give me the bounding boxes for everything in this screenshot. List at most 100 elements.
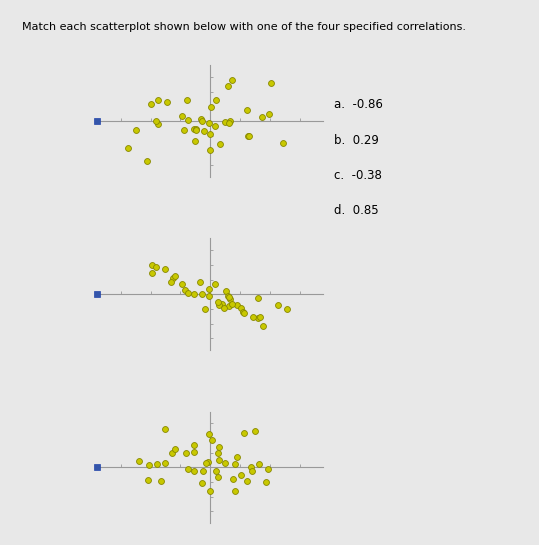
Point [192, 125, 201, 134]
Point [190, 447, 198, 456]
Point [215, 443, 224, 452]
Point [215, 456, 223, 464]
Point [240, 309, 248, 318]
Text: b.  0.29: b. 0.29 [334, 134, 379, 147]
Point [258, 113, 267, 122]
Point [197, 117, 206, 125]
Point [189, 441, 198, 450]
Point [197, 289, 206, 298]
Text: c.  -0.38: c. -0.38 [334, 169, 382, 182]
Point [152, 263, 161, 271]
Point [204, 119, 213, 128]
Point [208, 436, 217, 445]
Point [226, 116, 234, 125]
Point [244, 132, 252, 141]
Point [170, 444, 179, 453]
Point [202, 459, 211, 468]
Point [210, 280, 219, 288]
Point [255, 460, 264, 469]
Point [274, 300, 282, 309]
Point [254, 294, 263, 302]
Point [148, 269, 157, 277]
Point [279, 138, 287, 147]
Point [248, 467, 257, 475]
Point [151, 116, 160, 125]
Point [191, 125, 200, 134]
Point [205, 430, 213, 439]
Point [225, 119, 234, 128]
Point [182, 96, 191, 105]
Point [153, 459, 162, 468]
Point [205, 284, 213, 293]
Point [262, 478, 271, 487]
Point [124, 143, 133, 152]
Point [156, 477, 165, 486]
Point [168, 449, 177, 458]
Point [215, 300, 223, 309]
Point [220, 118, 229, 126]
Point [154, 95, 163, 104]
Point [160, 459, 169, 468]
Point [161, 425, 170, 433]
Point [171, 272, 179, 281]
Point [246, 463, 255, 471]
Point [222, 287, 231, 295]
Point [204, 292, 213, 301]
Point [216, 140, 224, 148]
Point [189, 125, 198, 134]
Point [184, 464, 192, 473]
Point [196, 277, 205, 286]
Point [220, 304, 229, 312]
Point [206, 130, 215, 138]
Point [184, 116, 192, 124]
Point [197, 479, 206, 487]
Point [200, 126, 209, 135]
Point [147, 100, 156, 109]
Point [190, 467, 198, 475]
Point [239, 307, 247, 316]
Point [132, 125, 141, 134]
Text: d.  0.85: d. 0.85 [334, 204, 379, 217]
Point [210, 122, 219, 130]
Point [266, 78, 275, 87]
Point [147, 261, 156, 270]
Point [227, 76, 236, 84]
Point [214, 473, 223, 482]
Point [145, 461, 154, 469]
Point [206, 146, 215, 154]
Point [169, 274, 177, 283]
Point [283, 305, 292, 313]
Point [242, 105, 251, 114]
Point [163, 98, 171, 106]
Point [184, 289, 192, 298]
Point [224, 293, 233, 301]
Point [211, 96, 220, 105]
Point [244, 131, 253, 140]
Point [224, 82, 233, 91]
Point [143, 476, 152, 485]
Text: a.  -0.86: a. -0.86 [334, 98, 383, 111]
Point [220, 459, 229, 468]
Point [233, 300, 241, 309]
Point [264, 465, 272, 474]
Point [178, 111, 186, 120]
Point [197, 114, 205, 123]
Point [217, 300, 226, 308]
Point [191, 137, 199, 146]
Point [204, 458, 213, 467]
Point [212, 467, 220, 475]
Point [154, 120, 163, 129]
Point [240, 428, 248, 437]
Point [229, 475, 238, 483]
Point [254, 313, 262, 322]
Point [248, 313, 257, 322]
Point [231, 459, 239, 468]
Point [231, 487, 239, 495]
Point [225, 301, 233, 310]
Point [214, 448, 223, 457]
Point [190, 290, 198, 299]
Point [201, 305, 209, 314]
Point [143, 156, 152, 165]
Point [224, 292, 232, 300]
Point [227, 300, 236, 308]
